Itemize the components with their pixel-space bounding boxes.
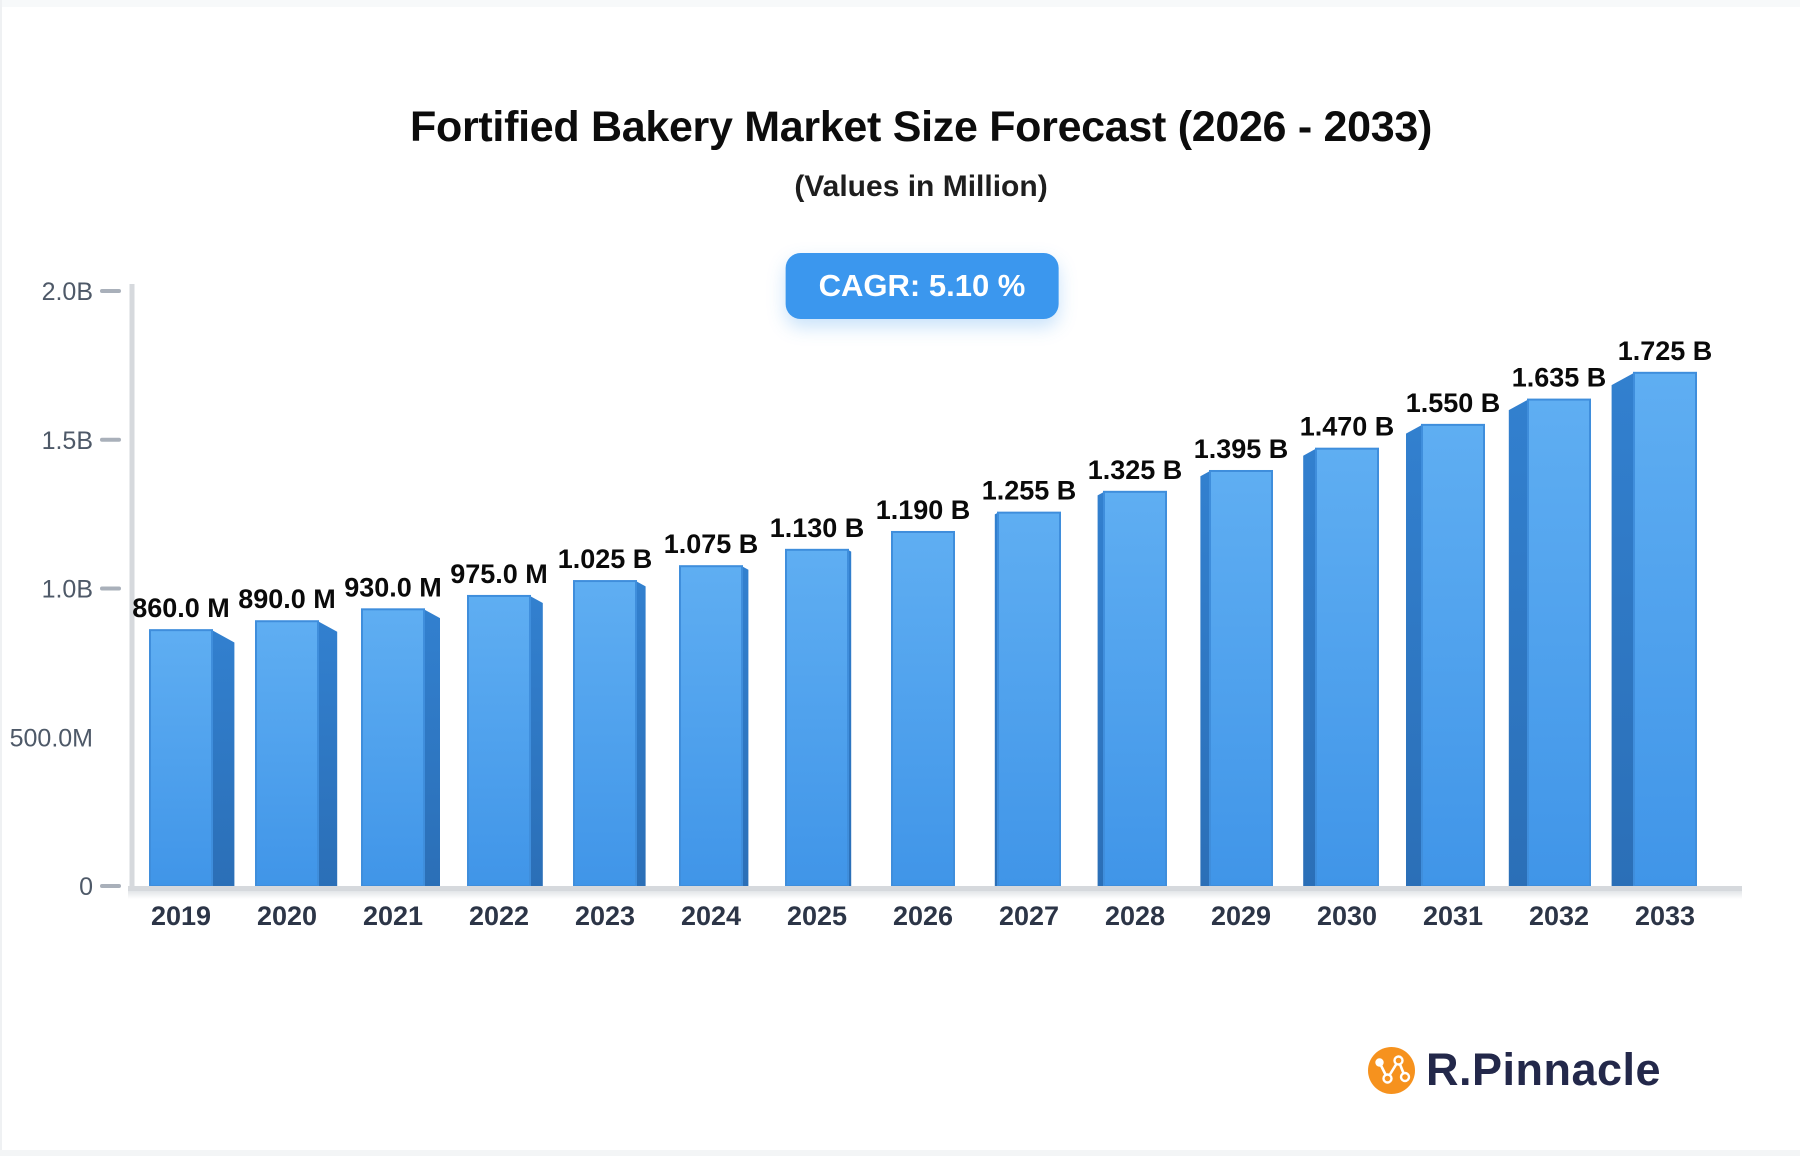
bar-2027[interactable] [997, 511, 1061, 887]
bar-2028[interactable] [1103, 490, 1167, 887]
bar-side-2024 [742, 566, 749, 886]
left-edge-strip [0, 0, 2, 1156]
y-tick-label: 1.5B [42, 427, 93, 455]
bar-value-label: 1.325 B [1088, 455, 1183, 485]
logo-node-dot [1375, 1057, 1384, 1067]
x-tick-label-2029: 2029 [1211, 901, 1271, 931]
bar-value-label: 1.635 B [1512, 363, 1607, 393]
x-axis-shadow [128, 891, 1742, 899]
y-tick-dash [100, 289, 121, 293]
logo-node-ring [1399, 1071, 1411, 1082]
y-tick-label: 0 [79, 873, 93, 901]
logo-zigzag-line [1378, 1058, 1407, 1080]
x-tick-label-2033: 2033 [1635, 901, 1695, 931]
bar-side-2029 [1200, 470, 1210, 886]
x-tick-label-2024: 2024 [681, 901, 741, 931]
network-nodes-icon [1368, 1046, 1415, 1094]
bar-value-label: 860.0 M [132, 593, 230, 623]
bar-value-label: 1.025 B [558, 544, 653, 574]
bar-2020[interactable] [255, 620, 319, 887]
bar-2029[interactable] [1209, 469, 1273, 887]
bar-2021[interactable] [361, 608, 425, 887]
bar-value-label: 890.0 M [238, 584, 336, 614]
x-tick-label-2023: 2023 [575, 901, 635, 931]
bar-side-2021 [424, 609, 440, 886]
x-tick-label-2022: 2022 [469, 901, 529, 931]
bar-value-label: 1.075 B [664, 529, 759, 559]
bar-side-2030 [1303, 448, 1316, 886]
bar-value-label: 1.255 B [982, 476, 1077, 506]
x-tick-label-2021: 2021 [363, 901, 423, 931]
brand-name: R.Pinnacle [1426, 1044, 1662, 1095]
chart-title: Fortified Bakery Market Size Forecast (2… [410, 103, 1432, 151]
y-tick-label: 500.0M [10, 724, 93, 752]
cagr-badge: CAGR: 5.10 % [785, 253, 1059, 319]
bar-side-2022 [530, 595, 543, 886]
brand-logo: R.Pinnacle [1368, 1044, 1661, 1096]
bar-value-label: 1.395 B [1194, 434, 1289, 464]
bar-side-2028 [1097, 491, 1104, 886]
x-tick-label-2032: 2032 [1529, 901, 1589, 931]
bar-2033[interactable] [1633, 371, 1697, 887]
bar-value-label: 1.725 B [1618, 336, 1713, 366]
bar-2032[interactable] [1527, 398, 1591, 887]
bottom-edge-strip [0, 1150, 1800, 1156]
x-tick-label-2026: 2026 [893, 901, 953, 931]
bar-2024[interactable] [679, 565, 743, 887]
x-tick-label-2020: 2020 [257, 901, 317, 931]
bar-side-2032 [1508, 399, 1528, 886]
bar-side-2020 [318, 621, 338, 886]
bar-value-label: 1.130 B [770, 513, 865, 543]
bar-side-2023 [636, 581, 646, 886]
bar-2025[interactable] [785, 548, 849, 887]
top-edge-strip [0, 0, 1800, 7]
logo-node-ring [1393, 1054, 1404, 1066]
bar-value-label: 1.190 B [876, 495, 971, 525]
x-tick-label-2027: 2027 [999, 901, 1059, 931]
bar-2019[interactable] [149, 629, 213, 888]
bar-side-2033 [1611, 372, 1634, 886]
x-tick-label-2028: 2028 [1105, 901, 1165, 931]
chart-subtitle: (Values in Million) [794, 170, 1048, 203]
logo-node-ring [1382, 1072, 1393, 1084]
y-tick-dash [100, 437, 121, 442]
bar-2031[interactable] [1421, 423, 1485, 887]
bar-2026[interactable] [891, 530, 955, 887]
bar-value-label: 975.0 M [450, 559, 548, 589]
bar-2030[interactable] [1315, 447, 1379, 887]
x-tick-label-2025: 2025 [787, 901, 847, 931]
bar-value-label: 1.550 B [1406, 388, 1501, 418]
bar-side-2019 [212, 630, 235, 886]
x-tick-label-2031: 2031 [1423, 901, 1483, 931]
y-tick-label: 2.0B [42, 278, 93, 306]
bar-2023[interactable] [573, 580, 637, 887]
y-tick-dash [100, 884, 121, 888]
x-tick-label-2030: 2030 [1317, 901, 1377, 931]
bar-2022[interactable] [467, 594, 531, 887]
bar-side-2031 [1406, 424, 1422, 886]
bar-value-label: 930.0 M [344, 572, 442, 602]
bar-value-label: 1.470 B [1300, 412, 1395, 442]
x-tick-label-2019: 2019 [151, 901, 211, 931]
x-axis-line [128, 886, 1742, 891]
y-tick-dash [100, 586, 121, 591]
y-axis-line [129, 284, 135, 889]
y-tick-label: 1.0B [42, 576, 93, 604]
